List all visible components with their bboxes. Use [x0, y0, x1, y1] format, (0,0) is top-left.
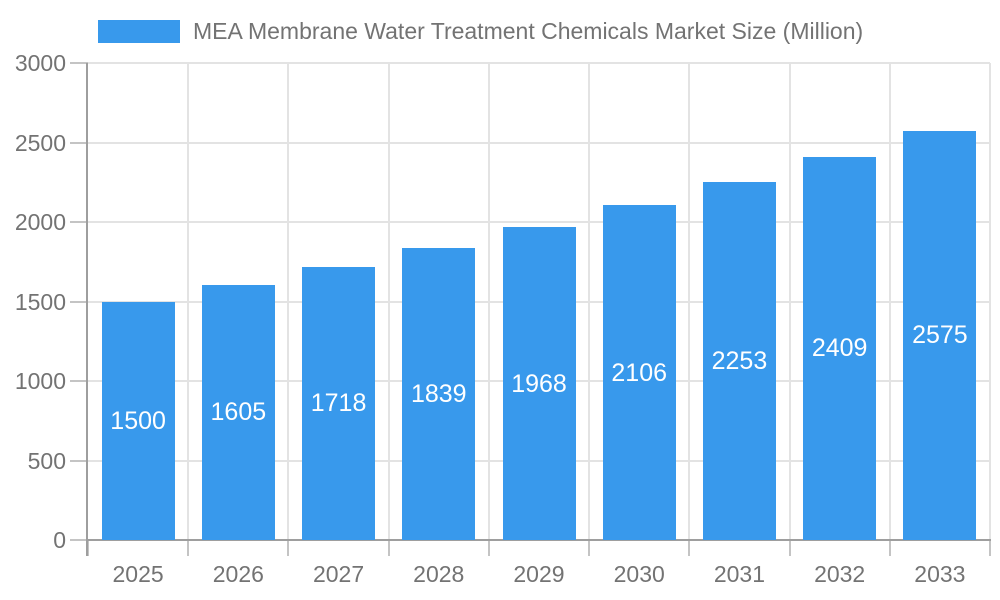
legend: MEA Membrane Water Treatment Chemicals M… — [98, 18, 864, 44]
y-gridline — [88, 221, 990, 223]
x-gridline — [788, 63, 791, 540]
y-axis-tick — [70, 300, 88, 303]
chart-title: MEA Membrane Water Treatment Chemicals M… — [193, 18, 864, 44]
bar-2029 — [502, 227, 576, 540]
y-axis-tick — [70, 380, 88, 382]
y-axis-line — [86, 63, 88, 556]
bar-value-label: 2253 — [711, 346, 768, 375]
bar-2030 — [602, 205, 676, 540]
x-axis-label-2030: 2030 — [613, 561, 665, 587]
x-gridline — [187, 63, 190, 540]
x-gridline — [588, 63, 591, 540]
x-axis-label-2028: 2028 — [413, 561, 465, 587]
x-gridline — [387, 63, 390, 540]
y-axis-label: 500 — [27, 447, 66, 474]
y-axis-label: 0 — [53, 527, 66, 553]
bar-2033 — [903, 130, 977, 540]
bar-2026 — [201, 284, 275, 540]
x-axis-line — [86, 539, 991, 541]
x-axis-tick — [487, 540, 490, 556]
x-axis-tick — [387, 540, 390, 556]
bar-2025 — [101, 301, 175, 540]
y-axis-tick — [70, 141, 88, 144]
y-gridline — [88, 62, 990, 64]
x-axis-label-2029: 2029 — [513, 561, 565, 587]
x-gridline — [688, 63, 691, 540]
bar-value-label: 1500 — [110, 406, 166, 435]
x-axis-tick — [287, 540, 290, 556]
bar-value-label: 1839 — [410, 379, 467, 408]
x-axis-label-2025: 2025 — [112, 561, 164, 587]
bar-value-label: 2409 — [811, 334, 868, 363]
y-axis-tick — [70, 539, 88, 541]
bar-2027 — [302, 266, 376, 540]
x-axis-label-2026: 2026 — [212, 561, 264, 587]
y-axis-label: 2500 — [14, 129, 66, 156]
x-axis-tick — [888, 540, 891, 556]
bar-value-label: 1718 — [310, 389, 367, 418]
y-axis-label: 3000 — [14, 50, 66, 76]
x-axis-label-2032: 2032 — [814, 561, 866, 587]
y-axis-tick — [70, 221, 88, 223]
x-axis-tick — [688, 540, 691, 556]
x-axis-tick — [989, 540, 991, 556]
y-axis-tick — [70, 459, 88, 462]
x-axis-tick — [187, 540, 190, 556]
legend-swatch — [98, 20, 180, 43]
x-axis-label-2033: 2033 — [914, 561, 966, 587]
x-axis-tick — [788, 540, 791, 556]
x-axis-tick — [588, 540, 591, 556]
x-axis-label-2031: 2031 — [713, 561, 766, 587]
bar-value-label: 2575 — [912, 321, 968, 350]
bar-2032 — [803, 156, 877, 540]
x-gridline — [888, 63, 891, 540]
bar-value-label: 1968 — [511, 369, 567, 398]
y-axis-label: 2000 — [14, 209, 66, 235]
x-gridline — [287, 63, 290, 540]
bar-2031 — [702, 181, 776, 540]
y-axis-label: 1500 — [14, 288, 66, 315]
bar-value-label: 1605 — [210, 398, 267, 427]
x-gridline — [487, 63, 490, 540]
x-gridline — [989, 63, 991, 540]
x-axis-label-2027: 2027 — [312, 561, 365, 587]
y-axis-tick — [70, 62, 88, 64]
bar-value-label: 2106 — [611, 358, 668, 387]
x-axis-tick — [87, 540, 89, 556]
y-gridline — [88, 141, 990, 144]
bar-2028 — [402, 247, 476, 540]
y-axis-label: 1000 — [14, 368, 66, 394]
